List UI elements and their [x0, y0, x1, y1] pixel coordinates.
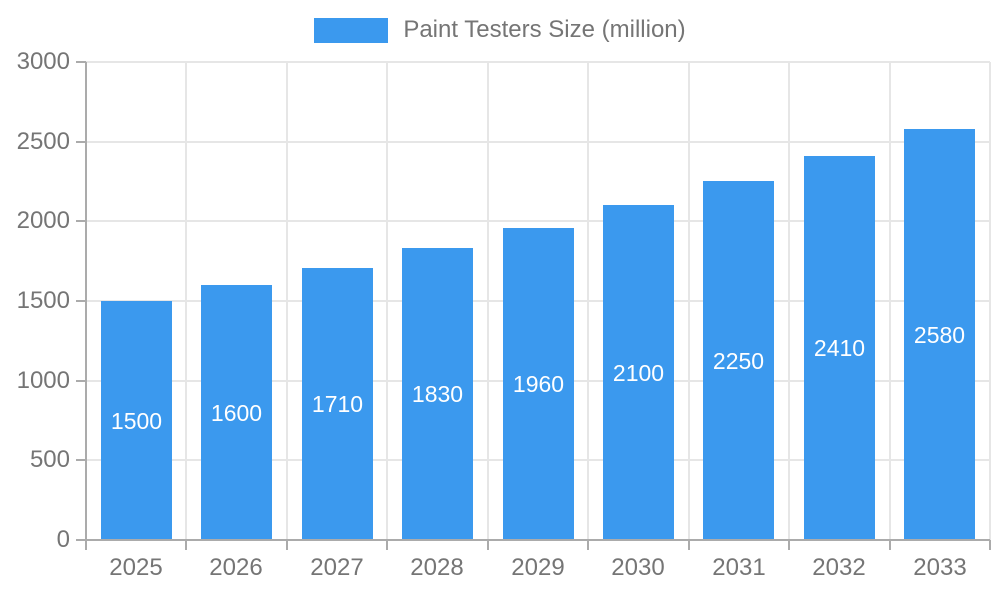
x-axis-label: 2030 — [611, 554, 665, 581]
bar[interactable]: 2410 — [804, 156, 875, 540]
bar-value-label: 1710 — [311, 391, 364, 417]
x-axis-tick — [85, 540, 87, 550]
x-axis-label: 2029 — [511, 554, 565, 581]
y-axis-label: 1500 — [16, 287, 70, 314]
y-axis-tick — [76, 379, 86, 382]
bar[interactable]: 1600 — [201, 285, 272, 540]
legend-label: Paint Testers Size (million) — [403, 16, 686, 43]
x-axis-tick — [587, 540, 589, 550]
bar[interactable]: 2250 — [703, 181, 774, 540]
plot-area: 1500 1600 1710 1830 1960 2100 2250 2410 2580 — [86, 61, 991, 540]
y-axis-tick — [76, 61, 86, 63]
legend[interactable]: Paint Testers Size (million) — [0, 15, 1000, 45]
y-axis-tick — [76, 539, 86, 541]
h-gridline — [86, 61, 990, 63]
x-axis-tick — [989, 540, 991, 550]
y-axis-tick — [76, 300, 86, 302]
v-gridline — [889, 62, 891, 540]
bar[interactable]: 1710 — [302, 268, 373, 540]
x-axis-tick — [889, 540, 891, 550]
v-gridline — [185, 62, 187, 540]
bar[interactable]: 1500 — [101, 301, 172, 540]
x-axis-label: 2031 — [712, 554, 766, 581]
x-axis-line — [76, 539, 990, 541]
bar-value-label: 2580 — [913, 322, 966, 348]
y-axis-label: 1000 — [16, 366, 70, 394]
x-axis-label: 2033 — [913, 554, 967, 581]
bar[interactable]: 2580 — [904, 129, 975, 540]
bar-value-label: 1960 — [512, 371, 565, 397]
y-axis-line — [85, 62, 87, 540]
v-gridline — [788, 62, 790, 540]
x-axis-tick — [688, 540, 690, 550]
y-axis-tick — [76, 459, 86, 462]
y-axis-label: 2500 — [16, 127, 70, 155]
x-axis-tick — [386, 540, 388, 550]
bar-value-label: 2100 — [612, 360, 665, 386]
x-axis-tick — [286, 540, 288, 550]
v-gridline — [688, 62, 690, 540]
x-axis-label: 2026 — [209, 554, 263, 581]
v-gridline — [286, 62, 288, 540]
bar[interactable]: 1830 — [402, 248, 473, 540]
x-axis-tick — [487, 540, 489, 550]
y-axis-tick — [76, 220, 86, 223]
v-gridline — [989, 62, 991, 540]
x-axis-label: 2032 — [812, 554, 866, 581]
h-gridline — [86, 220, 990, 223]
legend-swatch-icon — [314, 17, 389, 43]
x-axis-tick — [185, 540, 187, 550]
x-axis-tick — [788, 540, 790, 550]
x-axis-label: 2028 — [410, 554, 464, 581]
v-gridline — [487, 62, 489, 540]
x-axis-label: 2027 — [310, 554, 364, 581]
y-axis-label: 3000 — [16, 48, 70, 75]
bar-value-label: 2410 — [813, 335, 866, 361]
y-axis-label: 2000 — [16, 207, 70, 235]
v-gridline — [386, 62, 388, 540]
bar-value-label: 1830 — [411, 381, 464, 407]
v-gridline — [587, 62, 589, 540]
y-axis-label: 500 — [29, 446, 70, 474]
bar-value-label: 2250 — [712, 348, 765, 374]
x-axis-label: 2025 — [109, 554, 163, 581]
bar[interactable]: 2100 — [603, 205, 674, 540]
y-axis-label: 0 — [56, 526, 70, 553]
y-axis-tick — [76, 140, 86, 143]
bar-value-label: 1500 — [110, 408, 163, 434]
bar[interactable]: 1960 — [503, 228, 574, 540]
bar-value-label: 1600 — [210, 400, 263, 426]
h-gridline — [86, 140, 990, 143]
